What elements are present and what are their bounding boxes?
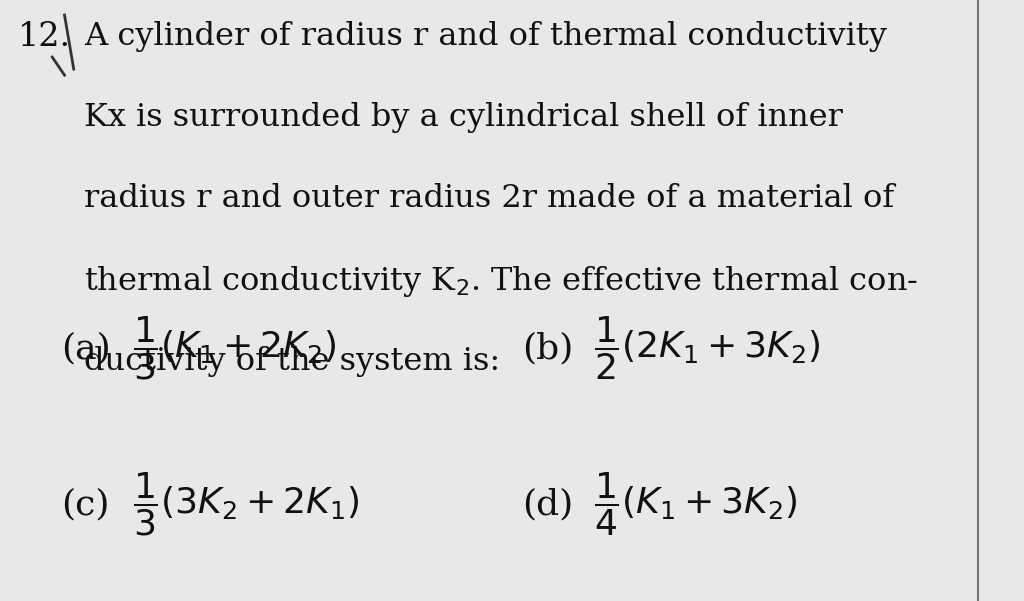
Text: $\dfrac{1}{2}(2K_1 + 3K_2)$: $\dfrac{1}{2}(2K_1 + 3K_2)$ — [594, 315, 820, 382]
Text: radius r and outer radius 2r made of a material of: radius r and outer radius 2r made of a m… — [84, 183, 894, 215]
Text: $\dfrac{1}{4}(K_1 + 3K_2)$: $\dfrac{1}{4}(K_1 + 3K_2)$ — [594, 471, 798, 538]
Text: Kx is surrounded by a cylindrical shell of inner: Kx is surrounded by a cylindrical shell … — [84, 102, 843, 133]
Text: $\dfrac{1}{3}(K_1 + 2K_2)$: $\dfrac{1}{3}(K_1 + 2K_2)$ — [133, 315, 337, 382]
Text: (a): (a) — [61, 332, 112, 365]
Text: A cylinder of radius r and of thermal conductivity: A cylinder of radius r and of thermal co… — [84, 21, 887, 52]
Text: thermal conductivity K$_2$. The effective thermal con-: thermal conductivity K$_2$. The effectiv… — [84, 264, 919, 299]
Text: 12.: 12. — [18, 21, 72, 53]
Text: ductivity of the system is:: ductivity of the system is: — [84, 346, 500, 377]
Text: $\dfrac{1}{3}(3K_2 + 2K_1)$: $\dfrac{1}{3}(3K_2 + 2K_1)$ — [133, 471, 359, 538]
Text: (b): (b) — [522, 332, 573, 365]
Text: (c): (c) — [61, 488, 110, 522]
Text: (d): (d) — [522, 488, 573, 522]
